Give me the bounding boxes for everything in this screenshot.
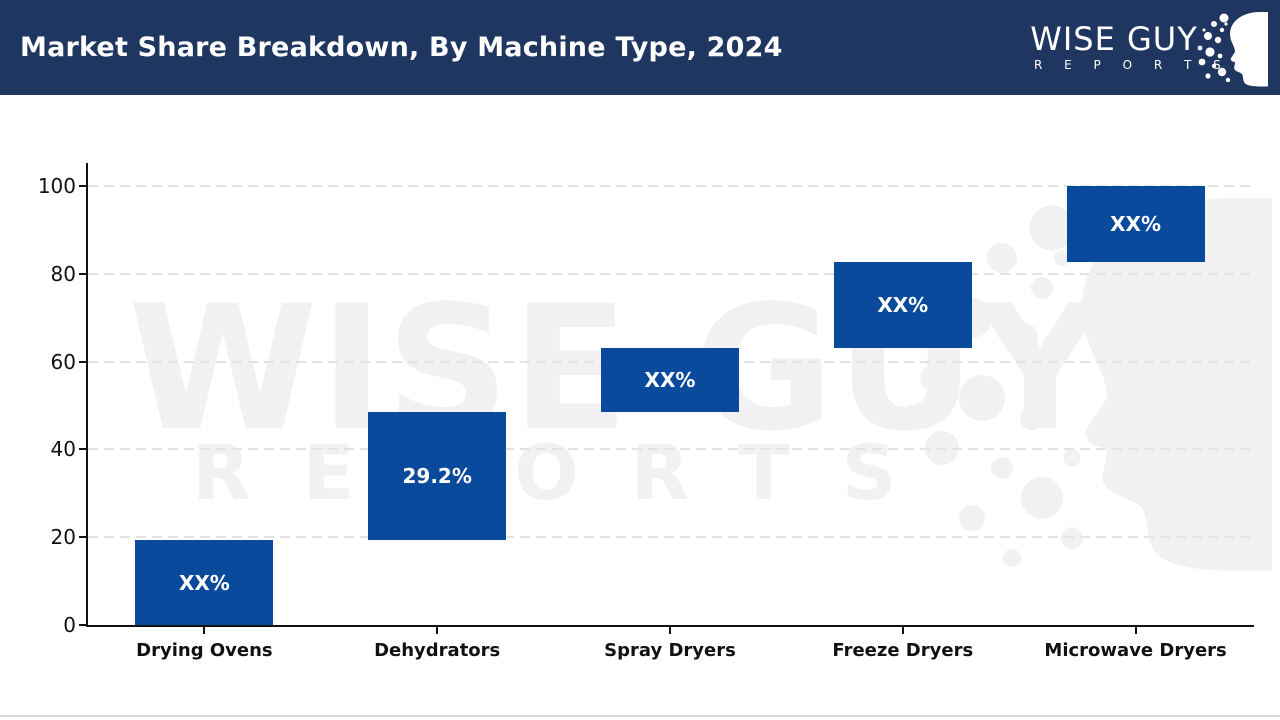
x-tick-mark (436, 627, 439, 634)
gridline-100 (88, 185, 1252, 187)
gridline-20 (88, 536, 1252, 539)
wise-guy-logo: WISE GUY R E P O R T S (1028, 8, 1268, 88)
x-tick-mark (669, 627, 671, 634)
y-tick-label: 40 (50, 437, 76, 462)
bar-drying-ovens: XX% (135, 540, 274, 625)
y-tick-mark (79, 624, 87, 626)
footer-divider-line (0, 715, 1280, 717)
bar-spray-dryers: XX% (601, 347, 739, 413)
y-tick-label: 0 (63, 613, 76, 637)
x-tick-label: Drying Ovens (136, 640, 273, 661)
y-tick-mark (79, 536, 87, 539)
gridline-40 (88, 448, 1252, 451)
x-tick-label: Spray Dryers (604, 640, 736, 661)
bar-value-label: XX% (1110, 211, 1162, 236)
watermark-reports-text: REPORTS (192, 428, 949, 517)
x-axis-line (86, 625, 1254, 627)
bar-microwave-dryers: XX% (1066, 186, 1205, 262)
chart-title: Market Share Breakdown, By Machine Type,… (20, 32, 783, 63)
x-tick-mark (1134, 627, 1137, 634)
y-axis-line (86, 163, 88, 627)
x-tick-label: Freeze Dryers (832, 640, 974, 661)
gridline-80 (88, 272, 1252, 275)
x-tick-mark (901, 627, 904, 634)
face-logo-icon (1197, 12, 1268, 87)
y-tick-mark (79, 448, 87, 451)
y-tick-label: 60 (50, 349, 76, 374)
logo-reports-text: R E P O R T S (1034, 58, 1230, 72)
y-tick-mark (79, 185, 87, 187)
bar-dehydrators: 29.2% (368, 412, 507, 541)
logo-wordmark: WISE GUY (1030, 20, 1198, 58)
y-tick-label: 20 (50, 525, 76, 550)
bar-value-label: XX% (178, 570, 230, 595)
x-tick-label: Dehydrators (374, 640, 501, 661)
bar-value-label: 29.2% (402, 464, 472, 489)
header-band: Market Share Breakdown, By Machine Type,… (0, 0, 1280, 95)
x-tick-label: Microwave Dryers (1044, 640, 1227, 661)
y-tick-label: 80 (50, 261, 76, 286)
y-tick-mark (79, 360, 87, 363)
bar-value-label: XX% (877, 292, 929, 317)
y-tick-mark (79, 272, 87, 275)
bar-freeze-dryers: XX% (833, 261, 972, 348)
bar-value-label: XX% (644, 367, 696, 392)
x-tick-mark (203, 627, 206, 634)
y-tick-label: 100 (37, 174, 76, 198)
